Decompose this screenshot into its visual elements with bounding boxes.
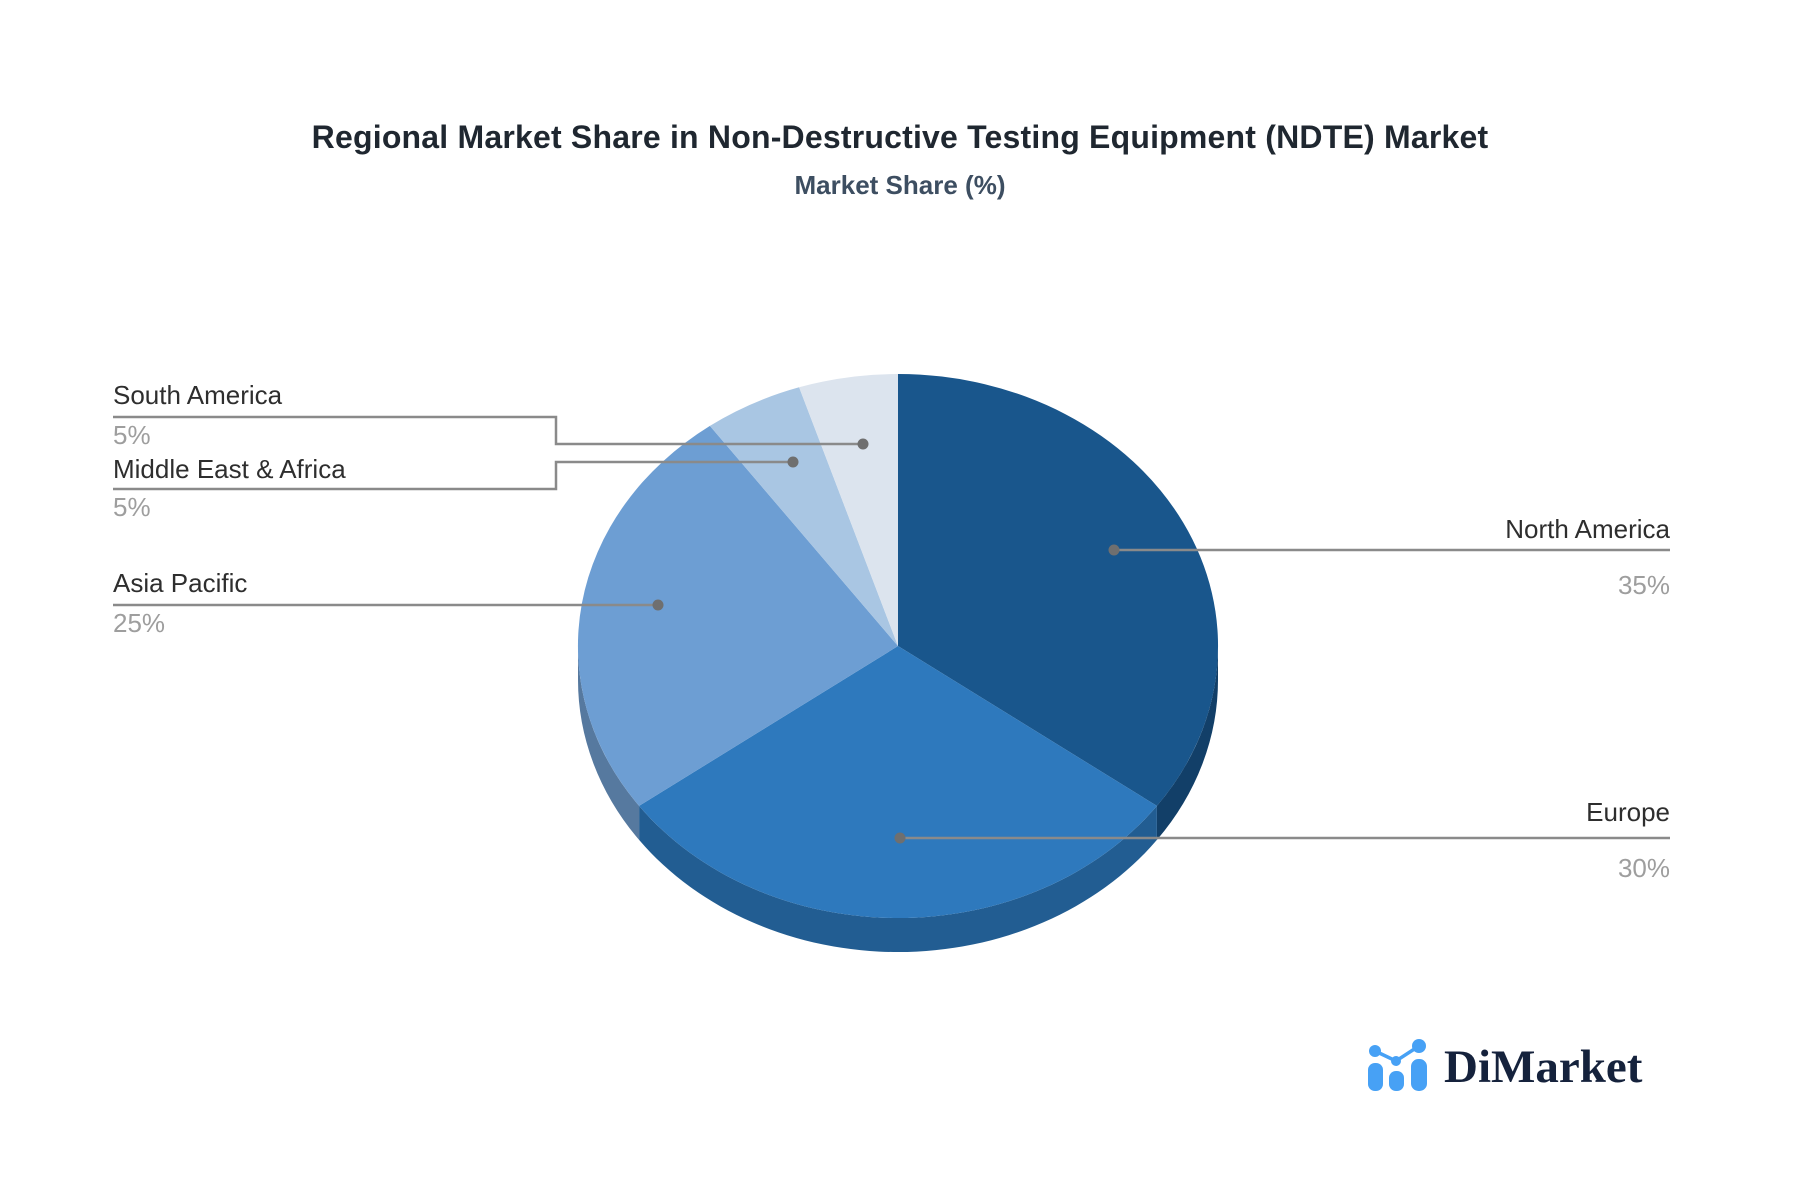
callout-dot-asia-pacific xyxy=(652,599,664,611)
callout-value-south-america: 5% xyxy=(113,420,151,450)
slice-north-america xyxy=(898,374,1219,806)
callout-label-europe: Europe xyxy=(1586,797,1670,827)
callout-value-europe: 30% xyxy=(1617,853,1670,883)
callout-dot-south-america xyxy=(857,438,869,450)
callout-dot-middle-east-africa xyxy=(787,456,799,468)
callout-label-north-america: North America xyxy=(1505,514,1670,544)
callout-label-asia-pacific: Asia Pacific xyxy=(113,568,248,598)
slice-side-europe xyxy=(639,805,1157,953)
slice-europe xyxy=(639,646,1157,919)
slice-south-america xyxy=(799,374,898,646)
slice-asia-pacific xyxy=(577,425,898,806)
callout-dot-north-america xyxy=(1108,544,1120,556)
slice-side-north-america xyxy=(1156,646,1218,840)
callout-label-middle-east-africa: Middle East & Africa xyxy=(113,454,346,484)
slice-middle-east-africa xyxy=(709,387,898,646)
logo-text: DiMarket xyxy=(1444,1041,1643,1093)
callout-value-asia-pacific: 25% xyxy=(113,608,166,638)
callout-line-middle-east-africa xyxy=(113,460,793,491)
bar-chart-trend-icon xyxy=(1368,1039,1427,1091)
slice-side-asia-pacific xyxy=(578,646,640,840)
callout-value-middle-east-africa: 5% xyxy=(113,492,151,522)
callout-value-north-america: 35% xyxy=(1617,570,1670,600)
chart-title: Regional Market Share in Non-Destructive… xyxy=(311,119,1489,155)
callout-line-south-america xyxy=(113,415,863,446)
callout-label-south-america: South America xyxy=(113,380,283,410)
callout-dot-europe xyxy=(894,832,906,844)
chart-subtitle: Market Share (%) xyxy=(794,170,1006,200)
